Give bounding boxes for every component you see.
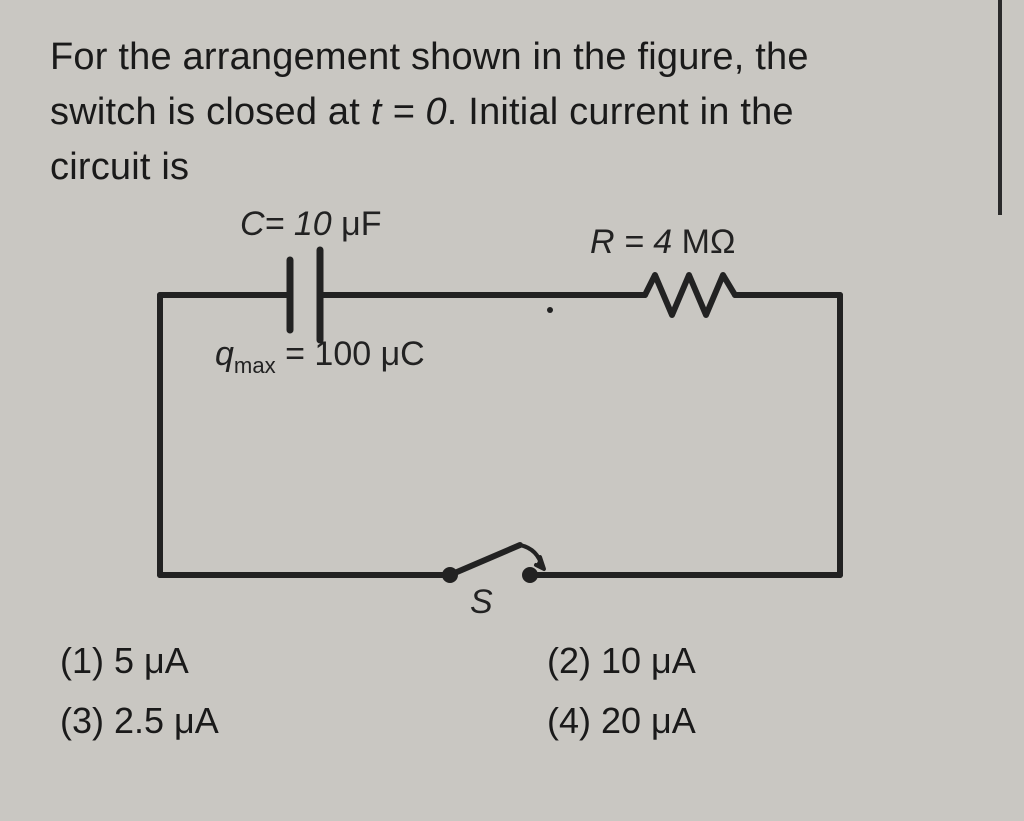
answer-options: (1) 5 μA (2) 10 μA (3) 2.5 μA (4) 20 μA bbox=[60, 640, 974, 742]
option-1[interactable]: (1) 5 μA bbox=[60, 640, 487, 682]
question-line1: For the arrangement shown in the figure,… bbox=[50, 36, 809, 78]
question-line2-post: . Initial current in the bbox=[447, 91, 794, 133]
question-line3: circuit is bbox=[50, 146, 189, 188]
question-text: For the arrangement shown in the figure,… bbox=[50, 30, 974, 195]
page-edge-rule bbox=[998, 0, 1002, 215]
question-line2-pre: switch is closed at bbox=[50, 91, 371, 133]
circuit-diagram: C= 10 μF R = 4 MΩ qmax = 100 μC S bbox=[120, 205, 880, 615]
circuit-svg bbox=[120, 205, 880, 615]
option-3[interactable]: (3) 2.5 μA bbox=[60, 700, 487, 742]
option-2[interactable]: (2) 10 μA bbox=[547, 640, 974, 682]
question-eq: t = 0 bbox=[371, 91, 447, 133]
option-4[interactable]: (4) 20 μA bbox=[547, 700, 974, 742]
page: For the arrangement shown in the figure,… bbox=[0, 0, 1024, 821]
